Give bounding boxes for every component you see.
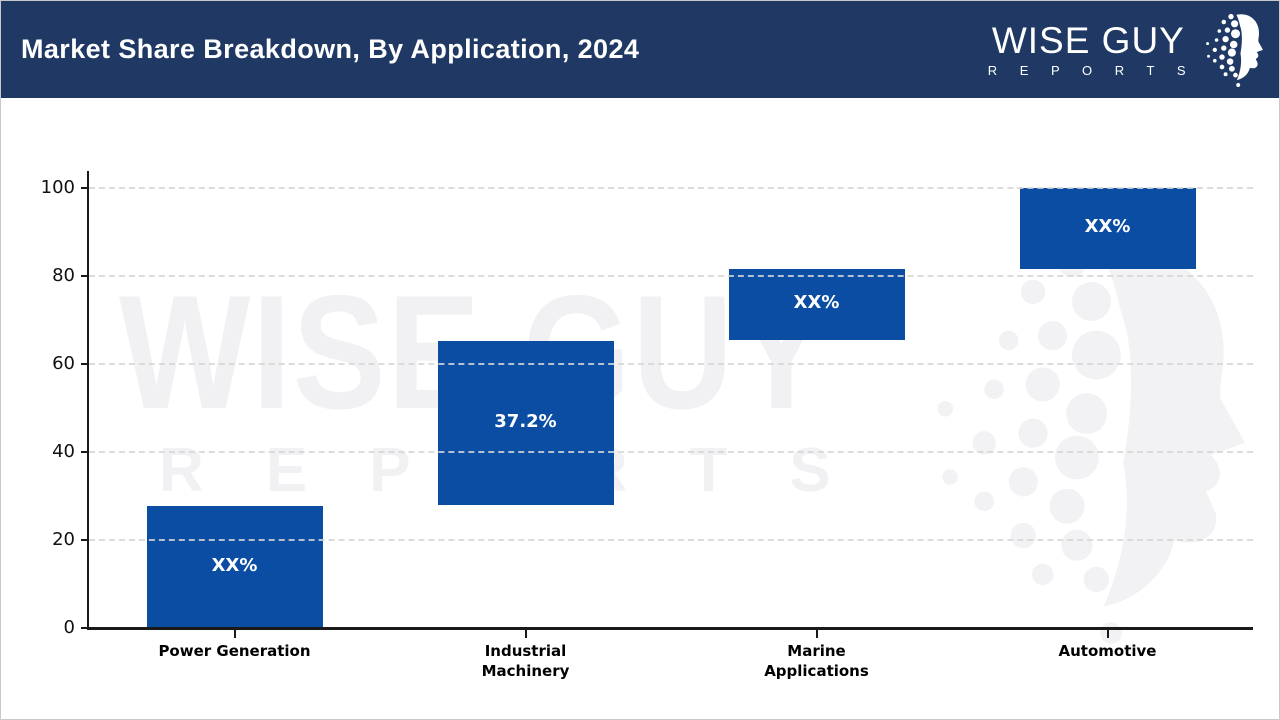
brand-logo: WISE GUY R E P O R T S <box>988 7 1267 93</box>
x-axis-tick-mark <box>815 629 818 638</box>
x-axis-category-label-line: Power Generation <box>158 642 311 660</box>
brand-subname: R E P O R T S <box>987 63 1195 78</box>
y-axis-tick-label: 40 <box>52 441 75 462</box>
x-axis-category-label: Industrial Machinery <box>386 641 666 681</box>
x-axis-category-label-line: Applications <box>764 662 869 680</box>
brand-name: WISE GUY <box>991 20 1185 61</box>
x-axis-category-label-line: Industrial <box>484 642 567 660</box>
y-axis-tick-label: 60 <box>52 353 75 374</box>
gridline <box>89 187 1253 189</box>
x-axis-category-label-line: Machinery <box>481 662 570 680</box>
x-axis-category-label-line: Marine <box>787 642 846 660</box>
bar-segment <box>146 506 323 628</box>
x-axis-category-label-line: Automotive <box>1058 642 1157 660</box>
y-axis-tick-label: 100 <box>40 177 75 198</box>
bar-value-label: XX% <box>211 555 258 577</box>
y-axis-tick-mark <box>81 451 88 453</box>
bar-value-label: 37.2% <box>494 410 557 432</box>
y-axis-tick-mark <box>81 187 88 189</box>
brand-logo-text: WISE GUY R E P O R T S <box>982 21 1195 79</box>
y-axis-tick-label: 0 <box>63 617 75 638</box>
y-axis-tick-mark <box>81 627 88 629</box>
y-axis-tick-label: 20 <box>52 529 75 550</box>
x-axis-tick-mark <box>524 629 527 638</box>
bar-value-label: XX% <box>1084 216 1131 238</box>
bar-segment <box>437 341 614 505</box>
bar-segment <box>1019 188 1196 269</box>
gridline <box>89 275 1253 277</box>
gridline <box>89 539 1253 541</box>
y-axis-tick-mark <box>81 363 88 365</box>
x-axis-category-label: Automotive <box>968 641 1248 661</box>
y-axis-line <box>87 171 89 630</box>
y-axis-tick-mark <box>81 275 88 277</box>
y-axis-tick-mark <box>81 539 88 541</box>
x-axis-line <box>87 627 1253 630</box>
x-axis-category-label: Power Generation <box>95 641 375 661</box>
bar-value-label: XX% <box>793 292 840 314</box>
page-title: Market Share Breakdown, By Application, … <box>21 34 640 64</box>
bar-segment <box>728 268 905 341</box>
x-axis-tick-mark <box>233 629 236 638</box>
brand-head-icon <box>1206 13 1263 87</box>
x-axis-category-label: Marine Applications <box>677 641 957 681</box>
header-bar: Market Share Breakdown, By Application, … <box>1 1 1279 98</box>
y-axis-tick-label: 80 <box>52 265 75 286</box>
x-axis-tick-mark <box>1106 629 1109 638</box>
gridline <box>89 363 1253 365</box>
gridline <box>89 451 1253 453</box>
